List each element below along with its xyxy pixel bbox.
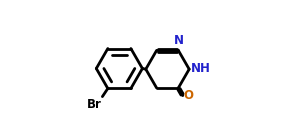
Text: NH: NH	[191, 62, 211, 75]
Text: Br: Br	[87, 98, 102, 111]
Text: N: N	[174, 34, 184, 47]
Text: O: O	[184, 89, 194, 102]
